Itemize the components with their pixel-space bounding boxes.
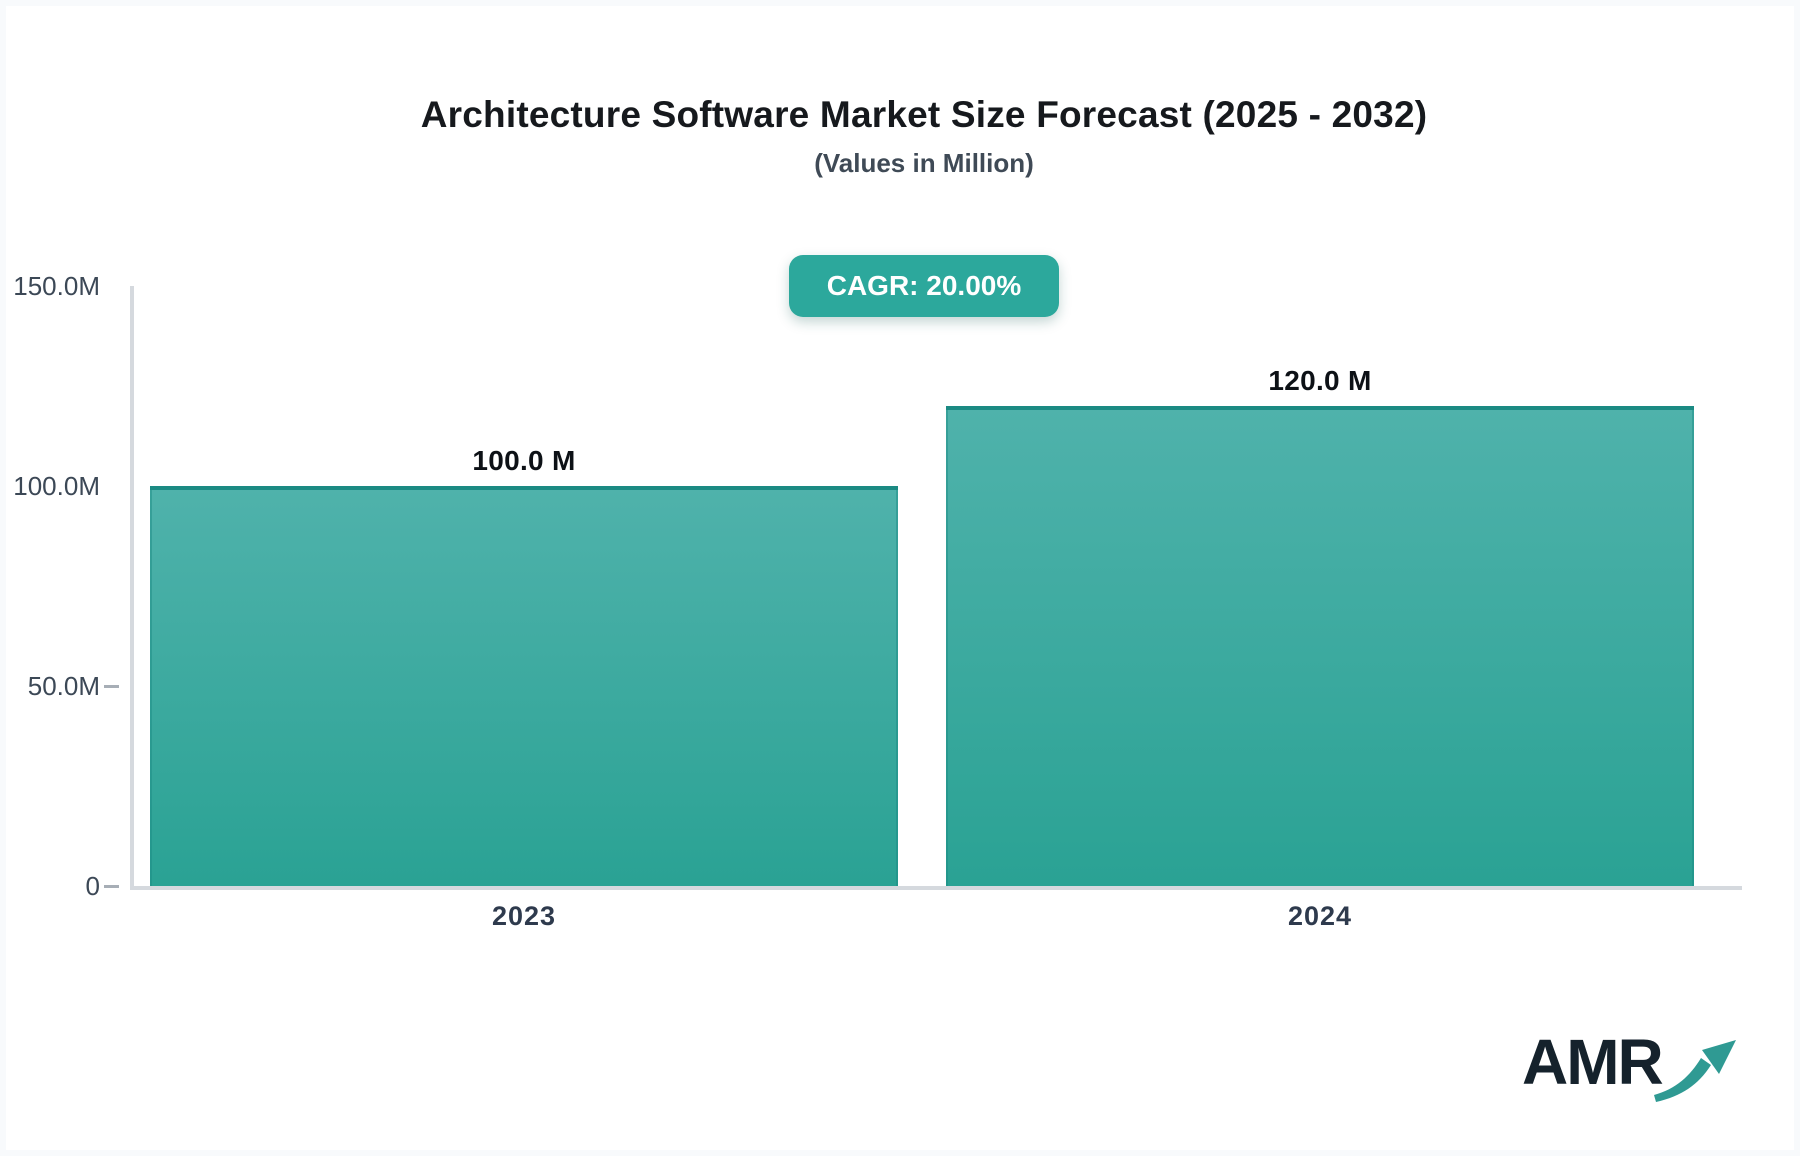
bar-2023 bbox=[150, 486, 898, 886]
x-axis-line bbox=[130, 886, 1742, 890]
y-tick-label-150m: 150.0M bbox=[13, 271, 100, 301]
growth-arrow-icon bbox=[1653, 1040, 1736, 1102]
bar-group-2023: 100.0 M bbox=[150, 445, 898, 886]
chart-title: Architecture Software Market Size Foreca… bbox=[420, 94, 1428, 135]
y-axis-line bbox=[130, 286, 134, 890]
chart-header: Architecture Software Market Size Foreca… bbox=[48, 0, 1800, 340]
bar-value-label-2024: 120.0 M bbox=[1268, 365, 1372, 396]
bar-value-label-2023: 100.0 M bbox=[472, 445, 576, 476]
cagr-badge: CAGR: 20.00% bbox=[788, 255, 1060, 317]
bar-2024 bbox=[946, 406, 1694, 886]
y-tick-label-50m: 50.0M bbox=[27, 671, 100, 701]
amr-logo-text: AMR bbox=[1522, 1026, 1664, 1098]
amr-logo: AMR bbox=[1522, 1030, 1750, 1108]
bar-group-2024: 120.0 M bbox=[946, 365, 1694, 886]
y-tick-label-0: 0 bbox=[85, 871, 100, 901]
x-axis-label-2024: 2024 bbox=[1287, 901, 1353, 931]
y-tick-mark-50m bbox=[104, 685, 119, 688]
y-tick-mark-0 bbox=[104, 885, 119, 888]
chart-subtitle: (Values in Million) bbox=[814, 148, 1034, 178]
cagr-badge-row: CAGR: 20.00% bbox=[48, 255, 1800, 317]
x-axis-label-2023: 2023 bbox=[491, 901, 557, 931]
y-tick-label-100m: 100.0M bbox=[13, 471, 100, 501]
